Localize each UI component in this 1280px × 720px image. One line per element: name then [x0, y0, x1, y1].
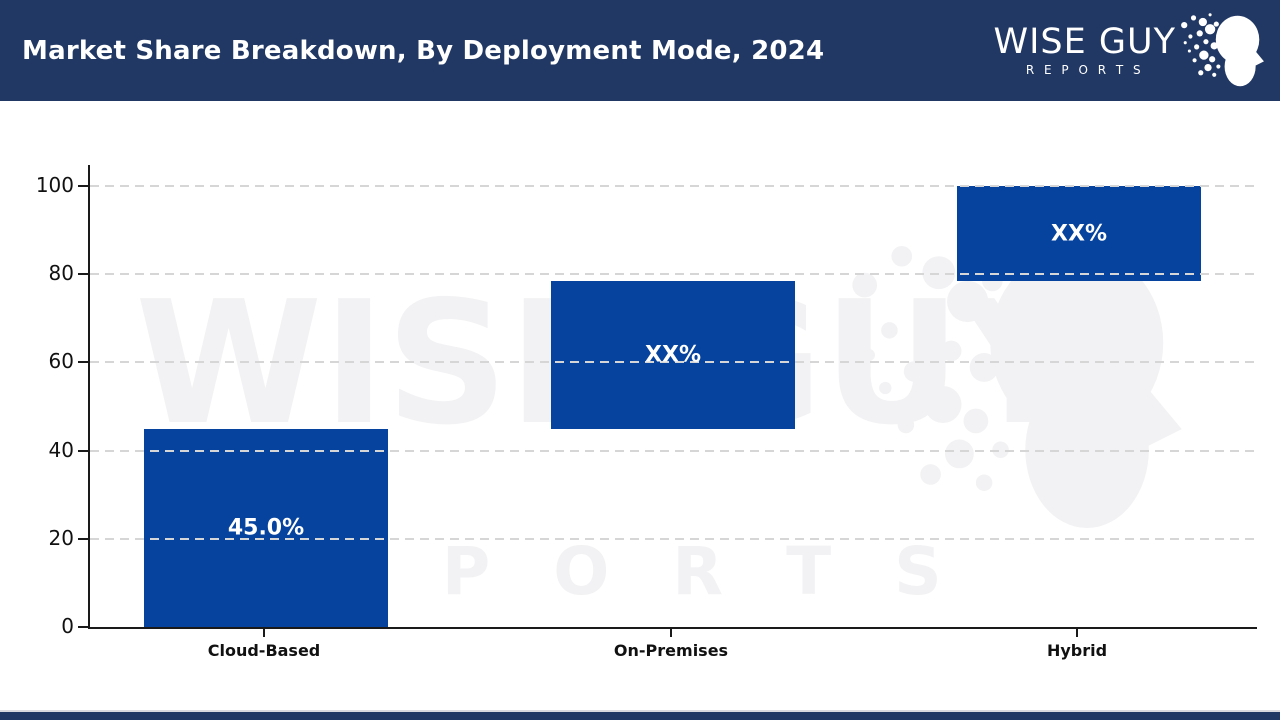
y-axis-tick: [78, 449, 88, 452]
y-axis-tick: [78, 361, 88, 364]
x-axis-tick: [1076, 629, 1078, 637]
bar-cloud-based: [144, 428, 388, 627]
y-axis-tick: [78, 185, 88, 188]
bar-value-label: XX%: [645, 342, 701, 368]
y-axis-tick: [78, 626, 88, 628]
header-bar: Market Share Breakdown, By Deployment Mo…: [0, 0, 1280, 101]
y-axis-tick-label: 40: [48, 437, 74, 462]
gridline-60: [90, 361, 1257, 364]
bar-on-premises: [551, 280, 795, 429]
plot-area: WISE GUY R E P O R T S 45.0% XX% XX%: [88, 165, 1257, 629]
y-axis-tick: [78, 537, 88, 540]
bar-hybrid: [957, 186, 1201, 281]
bar-value-label: 45.0%: [227, 515, 305, 541]
gridline-20: [90, 537, 1257, 540]
brand-name: WISE GUY: [993, 22, 1176, 62]
brand-subtitle: R E P O R T S: [1025, 63, 1144, 77]
y-axis-tick-label: 60: [48, 349, 74, 374]
footer-bar: [0, 710, 1280, 720]
x-axis-tick: [263, 629, 265, 637]
x-axis-category-label: Hybrid: [1046, 641, 1108, 660]
gridline-80: [90, 273, 1257, 276]
gridline-100: [90, 185, 1257, 188]
brand-logo-text: WISE GUY R E P O R T S: [993, 22, 1176, 77]
brand-logo: WISE GUY R E P O R T S: [993, 9, 1266, 93]
y-axis-tick-label: 80: [48, 261, 74, 286]
y-axis-tick: [78, 273, 88, 276]
wise-guy-face-icon: [1181, 12, 1264, 86]
bar-value-label: XX%: [1051, 221, 1107, 247]
x-axis-category-label: On-Premises: [613, 641, 729, 660]
watermark-face-icon: [852, 237, 1182, 528]
gridline-40: [90, 449, 1257, 452]
x-axis-tick: [670, 629, 672, 637]
page-title: Market Share Breakdown, By Deployment Mo…: [22, 35, 825, 66]
y-axis-tick-label: 20: [48, 525, 74, 550]
y-axis-tick-label: 100: [35, 173, 74, 198]
x-axis-category-label: Cloud-Based: [207, 641, 321, 660]
y-axis-tick-label: 0: [61, 614, 74, 638]
